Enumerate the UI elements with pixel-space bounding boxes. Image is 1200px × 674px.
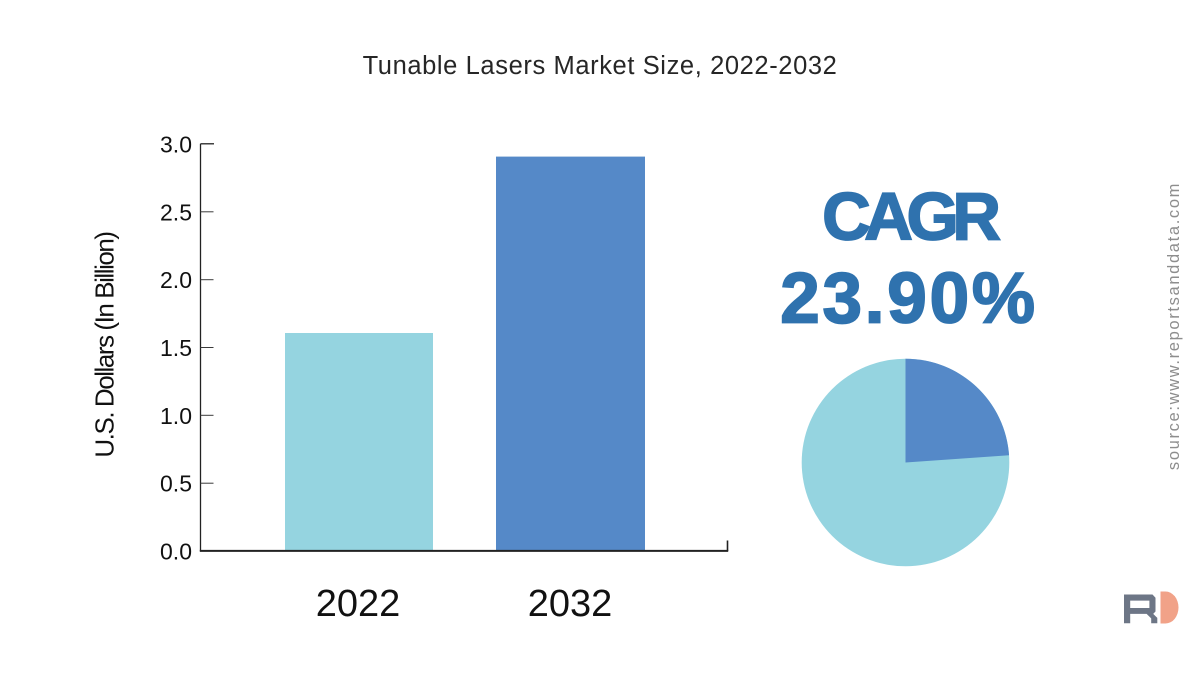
svg-text:2022: 2022: [316, 583, 401, 625]
svg-text:Tunable Lasers Market Size, 20: Tunable Lasers Market Size, 2022-2032: [363, 52, 838, 80]
svg-text:3.0: 3.0: [160, 132, 192, 158]
svg-text:2.0: 2.0: [160, 267, 192, 293]
svg-text:2032: 2032: [528, 583, 613, 625]
svg-text:U.S. Dollars (In Billion): U.S. Dollars (In Billion): [90, 232, 120, 458]
svg-text:0.5: 0.5: [160, 471, 192, 497]
svg-text:CAGR: CAGR: [822, 180, 1000, 255]
svg-text:1.5: 1.5: [160, 335, 192, 361]
svg-text:23.90%: 23.90%: [780, 260, 1038, 339]
svg-text:1.0: 1.0: [160, 403, 192, 429]
svg-text:source:www.reportsanddata.com: source:www.reportsanddata.com: [1165, 182, 1183, 470]
svg-text:2.5: 2.5: [160, 199, 192, 225]
svg-text:0.0: 0.0: [160, 539, 192, 565]
